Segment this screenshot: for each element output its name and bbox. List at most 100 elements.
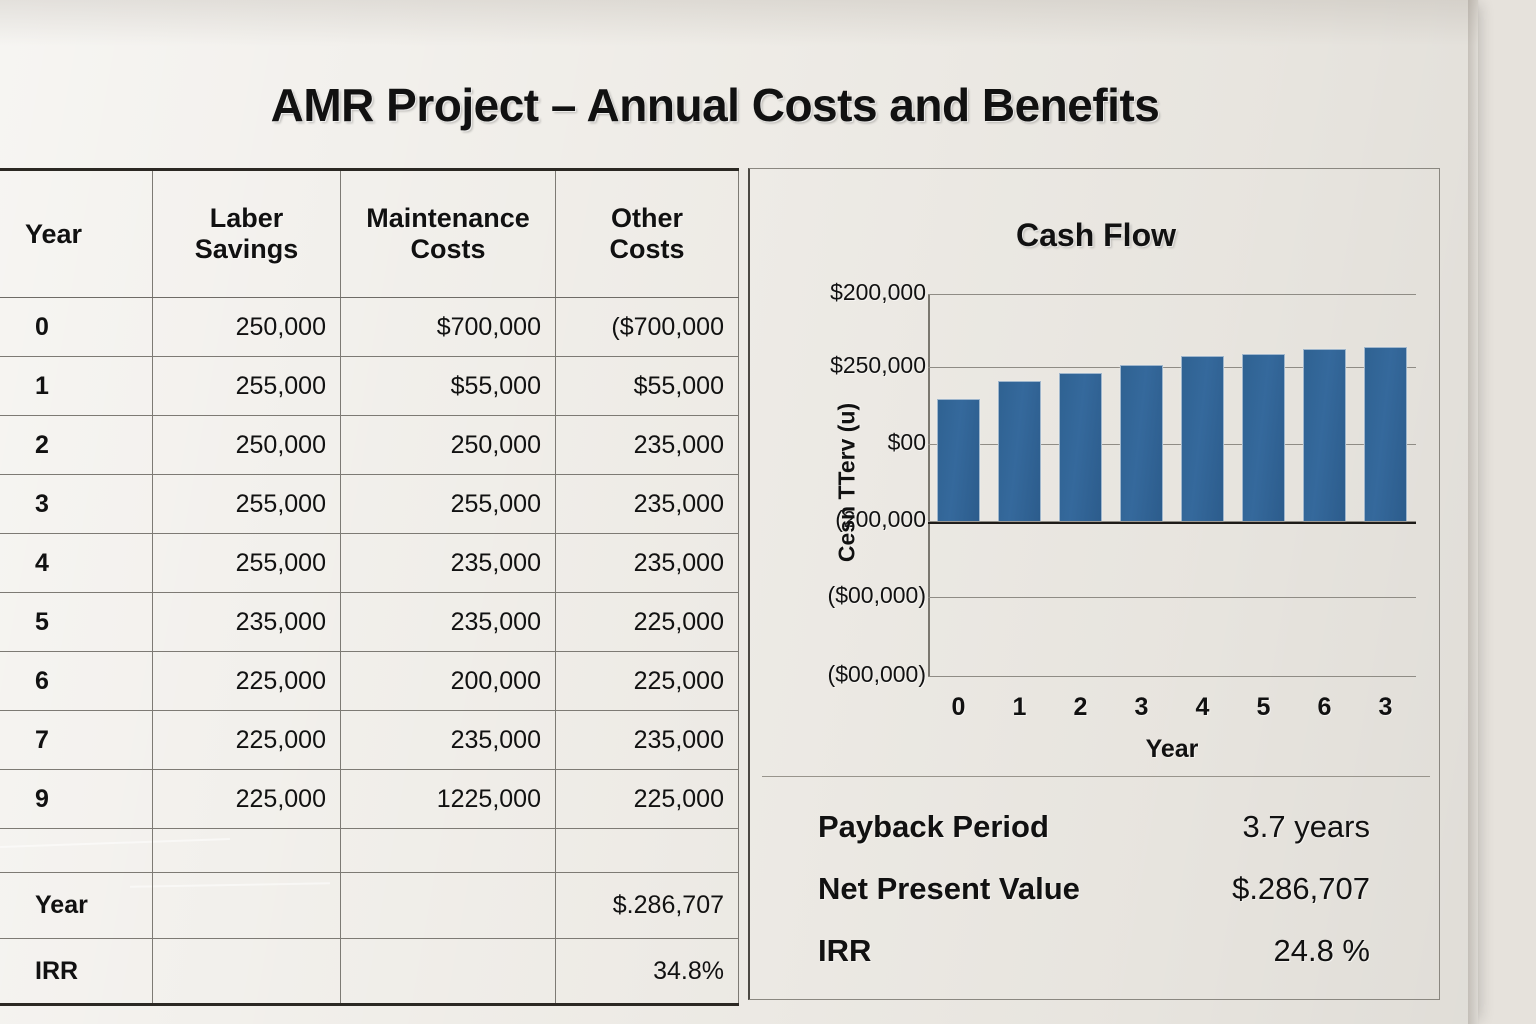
table-header: Year Laber Savings Maintenance Costs Oth…	[0, 168, 739, 298]
page-title: AMR Project – Annual Costs and Benefits	[270, 79, 1160, 131]
cell-other-costs: 235,000	[555, 710, 739, 770]
summary-row-label: IRR	[0, 938, 153, 1006]
cell-labor-savings: 255,000	[152, 356, 341, 416]
cell-year: 4	[0, 533, 153, 593]
table-summary-row: Year $.286,707	[0, 872, 739, 939]
summary-metric-value: 24.8 %	[1273, 933, 1370, 968]
x-axis-tick-label: 4	[1195, 693, 1210, 721]
y-axis-tick-label: $200,000	[830, 279, 926, 305]
x-axis-tick-label: 3	[1378, 693, 1393, 721]
cell-maintenance-costs: 1225,000	[340, 769, 556, 829]
summary-row-value: 34.8%	[555, 938, 739, 1006]
cell-year: 9	[0, 769, 153, 829]
table-row: 9 225,000 1225,000 225,000	[0, 769, 739, 829]
chart-gridline	[928, 294, 1416, 295]
cell-labor-savings: 255,000	[152, 533, 341, 593]
chart-bar	[937, 399, 980, 521]
table-row: 6 225,000 200,000 225,000	[0, 651, 739, 711]
chart-gridline	[928, 597, 1416, 598]
cell-other-costs: 225,000	[555, 651, 739, 711]
cell-empty	[340, 828, 556, 873]
chart-bar	[1181, 356, 1224, 521]
column-header-other-costs-line2: Costs	[609, 234, 685, 264]
chart-bar	[1303, 349, 1346, 521]
cell-other-costs: $55,000	[555, 356, 739, 416]
table-spacer-row	[0, 828, 739, 873]
x-axis-tick-label: 1	[1012, 693, 1027, 721]
cell-year: 5	[0, 592, 153, 652]
cell-empty	[152, 938, 341, 1006]
chart-bar	[1364, 347, 1407, 521]
column-header-maintenance-costs: Maintenance Costs	[340, 168, 556, 298]
cell-year: 0	[0, 297, 153, 357]
column-header-maintenance-costs-line1: Maintenance	[366, 203, 530, 234]
x-axis-tick-label: 2	[1073, 693, 1088, 721]
table-body: 0 250,000 $700,000 ($700,000 1 255,000 $55,000…	[0, 297, 739, 1006]
table-row: 1 255,000 $55,000 $55,000	[0, 356, 739, 416]
y-axis-tick-label: $250,000	[830, 352, 926, 378]
cell-other-costs: ($700,000	[555, 297, 739, 357]
panel-divider	[762, 776, 1430, 777]
cell-maintenance-costs: 235,000	[340, 533, 556, 593]
cell-empty	[152, 828, 341, 873]
summary-metric-label: Net Present Value	[818, 871, 1080, 906]
chart-gridline	[928, 444, 1416, 445]
x-axis-tick-label: 5	[1256, 693, 1271, 721]
cell-labor-savings: 250,000	[152, 297, 341, 357]
cell-year: 1	[0, 356, 153, 416]
table-row: 0 250,000 $700,000 ($700,000	[0, 297, 739, 357]
summary-metrics: Payback Period 3.7 years Net Present Value…	[750, 809, 1442, 995]
summary-metric-label: Payback Period	[818, 809, 1049, 844]
table-row: 4 255,000 235,000 235,000	[0, 533, 739, 593]
column-header-year-line1: Year	[25, 218, 83, 249]
cell-maintenance-costs: 200,000	[340, 651, 556, 711]
table-row: 7 225,000 235,000 235,000	[0, 710, 739, 770]
cell-empty	[555, 828, 739, 873]
y-axis-tick-label: ($00,000)	[827, 661, 926, 687]
cell-labor-savings: 250,000	[152, 415, 341, 475]
table-grid: Year Laber Savings Maintenance Costs Oth…	[0, 168, 739, 1006]
cell-other-costs: 225,000	[555, 769, 739, 829]
cell-other-costs: 235,000	[555, 415, 739, 475]
summary-metric-value: $.286,707	[1232, 871, 1370, 906]
chart-bar	[998, 381, 1041, 521]
table-header-row: Year Laber Savings Maintenance Costs Oth…	[0, 168, 739, 298]
summary-row-label: Year	[0, 872, 153, 939]
chart-bar	[1242, 354, 1285, 521]
chart-title: Cash Flow	[1015, 217, 1176, 253]
cell-labor-savings: 225,000	[152, 710, 341, 770]
summary-metric-row: Payback Period 3.7 years	[750, 809, 1442, 871]
y-axis-tick-label: ($00,000)	[827, 582, 926, 608]
cell-other-costs: 225,000	[555, 592, 739, 652]
chart-gridline	[928, 521, 1416, 522]
costs-benefits-table: Year Laber Savings Maintenance Costs Oth…	[0, 168, 739, 1006]
cell-labor-savings: 225,000	[152, 769, 341, 829]
y-axis-tick-label: $00	[887, 429, 926, 455]
y-axis-ticks: $200,000 $250,000 $00 (200,000 ($00,000) ($00…	[750, 169, 926, 1001]
y-axis-title: Cesn TTerv (u)	[833, 402, 860, 563]
cell-maintenance-costs: 235,000	[340, 592, 556, 652]
cell-labor-savings: 225,000	[152, 651, 341, 711]
x-axis-tick-label: 6	[1317, 693, 1332, 721]
x-axis-tick-label: 3	[1134, 693, 1149, 721]
summary-metric-row: Net Present Value $.286,707	[750, 871, 1442, 933]
x-axis-title: Year	[1145, 735, 1199, 763]
cell-empty	[152, 872, 341, 939]
chart-bar	[1059, 373, 1102, 521]
cell-labor-savings: 235,000	[152, 592, 341, 652]
chart-gridline	[928, 676, 1416, 677]
cell-maintenance-costs: 235,000	[340, 710, 556, 770]
table-row: 5 235,000 235,000 225,000	[0, 592, 739, 652]
chart-gridline	[928, 367, 1416, 368]
y-axis-tick-label: (200,000	[835, 506, 926, 532]
column-header-labor-savings-line1: Laber	[209, 203, 284, 234]
column-header-maintenance-costs-line2: Costs	[410, 234, 486, 264]
analysis-panel: Cash Flow $200,000 $250,000 $00 (200,000 ($0…	[748, 168, 1440, 1000]
chart-bar	[1120, 365, 1163, 521]
cell-maintenance-costs: 255,000	[340, 474, 556, 534]
cell-maintenance-costs: $700,000	[340, 297, 556, 357]
cell-other-costs: 235,000	[555, 474, 739, 534]
cell-year: 7	[0, 710, 153, 770]
table-row: 2 250,000 250,000 235,000	[0, 415, 739, 475]
cell-empty	[340, 938, 556, 1006]
